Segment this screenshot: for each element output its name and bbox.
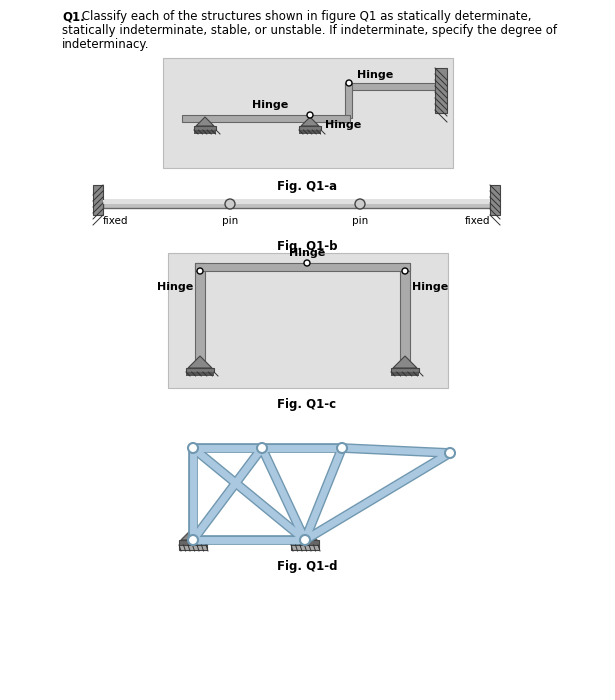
Text: Classify each of the structures shown in figure Q1 as statically determinate,: Classify each of the structures shown in… <box>78 10 531 23</box>
Bar <box>345 83 352 118</box>
Polygon shape <box>188 356 212 368</box>
Text: Hinge: Hinge <box>357 70 393 80</box>
Text: Fig. Q1-a: Fig. Q1-a <box>277 180 337 193</box>
Bar <box>299 130 321 134</box>
Bar <box>291 545 319 550</box>
Text: Hinge: Hinge <box>325 120 361 130</box>
Bar <box>103 200 490 204</box>
Circle shape <box>307 112 313 118</box>
Text: Fig. Q1-d: Fig. Q1-d <box>277 560 337 573</box>
Circle shape <box>188 443 198 453</box>
Text: pin: pin <box>222 216 238 226</box>
Bar <box>435 68 447 113</box>
Bar <box>194 126 216 130</box>
Bar <box>195 263 410 271</box>
Bar <box>391 372 419 376</box>
Bar <box>194 130 216 134</box>
Bar <box>195 263 205 368</box>
Bar <box>400 263 410 368</box>
Text: Hinge: Hinge <box>157 282 193 292</box>
Polygon shape <box>293 528 317 540</box>
Text: Hinge: Hinge <box>412 282 448 292</box>
Polygon shape <box>301 117 319 126</box>
Text: Q1.: Q1. <box>62 10 85 23</box>
Bar <box>93 185 103 215</box>
Circle shape <box>402 268 408 274</box>
Bar <box>179 545 207 550</box>
Text: fixed: fixed <box>464 216 490 226</box>
Bar <box>490 185 500 215</box>
Bar <box>186 372 214 376</box>
Bar <box>179 540 207 545</box>
Circle shape <box>355 199 365 209</box>
Text: indeterminacy.: indeterminacy. <box>62 38 149 51</box>
Bar <box>299 126 321 130</box>
Circle shape <box>304 260 310 266</box>
Bar <box>168 253 448 388</box>
Circle shape <box>188 535 198 545</box>
Circle shape <box>346 80 352 86</box>
Polygon shape <box>196 117 214 126</box>
Text: statically indeterminate, stable, or unstable. If indeterminate, specify the deg: statically indeterminate, stable, or uns… <box>62 24 557 37</box>
Text: Hinge: Hinge <box>252 100 288 110</box>
Text: pin: pin <box>352 216 368 226</box>
Bar <box>163 58 453 168</box>
Polygon shape <box>393 356 417 368</box>
Text: fixed: fixed <box>103 216 129 226</box>
Circle shape <box>257 443 267 453</box>
Text: Hinge: Hinge <box>289 248 325 258</box>
Bar <box>391 368 419 372</box>
Bar <box>186 368 214 372</box>
Circle shape <box>337 443 347 453</box>
Circle shape <box>225 199 235 209</box>
Circle shape <box>445 448 455 458</box>
Bar <box>182 115 350 122</box>
Text: Fig. Q1-c: Fig. Q1-c <box>277 398 336 411</box>
Polygon shape <box>181 528 205 540</box>
Bar <box>103 200 490 208</box>
Text: Fig. Q1-b: Fig. Q1-b <box>277 240 337 253</box>
Bar <box>291 540 319 545</box>
Bar <box>345 83 436 90</box>
Circle shape <box>197 268 203 274</box>
Circle shape <box>300 535 310 545</box>
